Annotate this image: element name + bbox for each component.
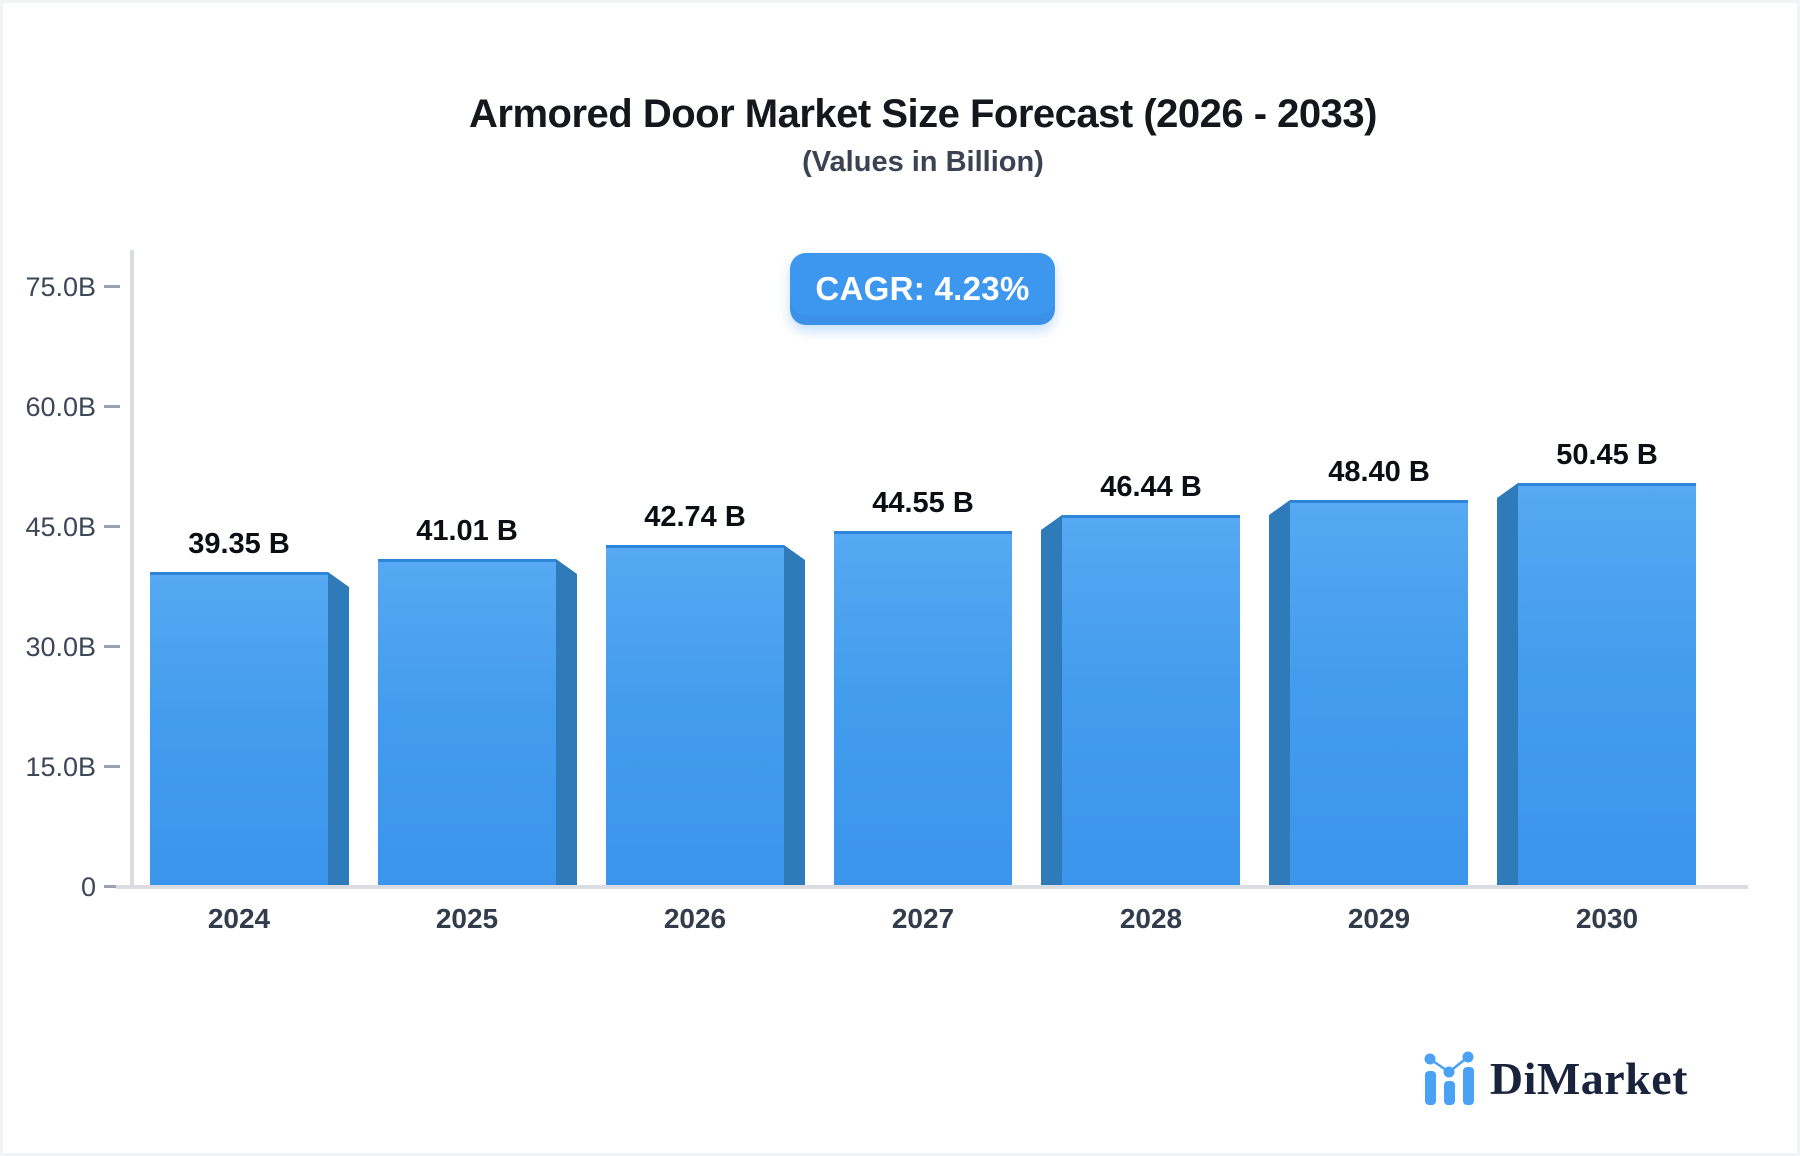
bar-side-2024 [328,572,349,887]
y-tick-label: 45.0B [25,512,96,542]
bar-side-2029 [1269,500,1290,887]
bar-2024 [150,572,328,887]
y-tick-mark [104,765,120,768]
dimarket-logo: DiMarket [1424,1050,1688,1106]
chart-title: Armored Door Market Size Forecast (2026 … [469,92,1377,136]
bar-value-label: 42.74 B [644,501,746,533]
y-tick-label: 60.0B [25,392,96,422]
bar-2029 [1290,500,1468,887]
bar-side-2030 [1497,483,1518,887]
y-tick-mark [104,645,120,648]
cagr-badge: CAGR: 4.23% [790,253,1055,325]
y-tick-mark [104,525,120,528]
y-tick-label: 15.0B [25,752,96,782]
logo-text: DiMarket [1489,1052,1688,1104]
bar-value-label: 48.40 B [1328,456,1430,488]
y-tick-mark [104,285,120,288]
x-axis-label-2024: 2024 [207,903,271,934]
y-tick-label: 75.0B [25,272,96,302]
bar-value-label: 44.55 B [872,487,974,519]
bar-value-label: 50.45 B [1556,439,1658,471]
x-axis-label-2029: 2029 [1347,903,1411,934]
x-axis-label-2025: 2025 [435,903,499,934]
x-axis-label-2026: 2026 [663,903,727,934]
y-tick-label: 0 [80,872,96,902]
bar-2028 [1062,515,1240,887]
x-axis-label-2027: 2027 [891,903,955,934]
bar-2025 [378,559,556,887]
y-tick-mark [104,885,120,888]
bar-side-2025 [556,559,577,887]
x-axis-label-2028: 2028 [1119,903,1183,934]
chart-subtitle: (Values in Billion) [802,146,1044,178]
y-tick-mark [104,405,120,408]
bar-side-2026 [784,545,805,887]
bar-value-label: 46.44 B [1100,471,1202,503]
bar-2026 [606,545,784,887]
bar-side-2028 [1041,515,1062,887]
bar-value-label: 39.35 B [188,528,290,560]
bar-2030 [1518,483,1696,887]
bar-chart-logo-icon [1424,1051,1474,1105]
x-axis-label-2030: 2030 [1575,903,1639,934]
y-axis-line [130,250,134,889]
y-tick-label: 30.0B [25,632,96,662]
bar-2027 [834,531,1012,887]
x-axis-line [116,885,1748,889]
bar-value-label: 41.01 B [416,515,518,547]
cagr-badge-label: CAGR: 4.23% [815,270,1030,307]
